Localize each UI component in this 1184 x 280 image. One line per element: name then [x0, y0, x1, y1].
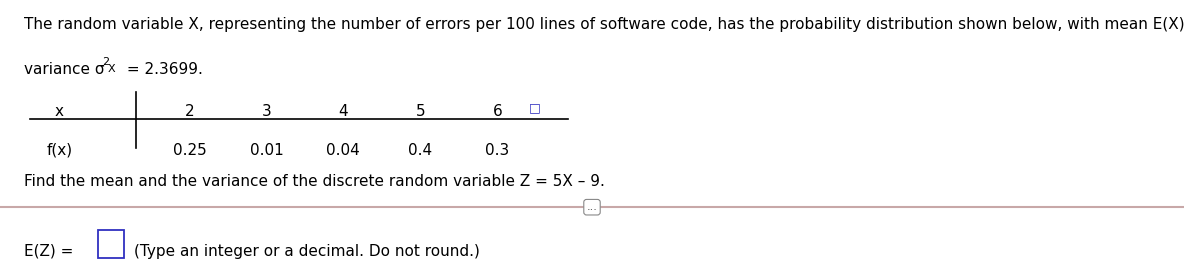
- Text: 2: 2: [102, 57, 109, 67]
- Text: 0.04: 0.04: [327, 143, 360, 158]
- Text: The random variable X, representing the number of errors per 100 lines of softwa: The random variable X, representing the …: [24, 17, 1184, 32]
- Text: 3: 3: [262, 104, 271, 119]
- Text: X: X: [108, 64, 115, 74]
- Text: 5: 5: [416, 104, 425, 119]
- Text: 0.01: 0.01: [250, 143, 283, 158]
- Text: (Type an integer or a decimal. Do not round.): (Type an integer or a decimal. Do not ro…: [134, 244, 480, 259]
- Text: variance σ: variance σ: [24, 62, 104, 77]
- FancyBboxPatch shape: [98, 230, 124, 258]
- Text: 0.25: 0.25: [173, 143, 206, 158]
- Text: 2: 2: [185, 104, 194, 119]
- Text: ...: ...: [586, 202, 598, 212]
- Text: □: □: [529, 101, 541, 114]
- Text: f(x): f(x): [46, 143, 72, 158]
- Text: 0.4: 0.4: [408, 143, 432, 158]
- Text: 4: 4: [339, 104, 348, 119]
- Text: 6: 6: [493, 104, 502, 119]
- Text: 0.3: 0.3: [485, 143, 509, 158]
- Text: E(Z) =: E(Z) =: [24, 244, 73, 259]
- Text: x: x: [54, 104, 64, 119]
- Text: Find the mean and the variance of the discrete random variable Z = 5X – 9.: Find the mean and the variance of the di…: [24, 174, 605, 189]
- Text: = 2.3699.: = 2.3699.: [122, 62, 202, 77]
